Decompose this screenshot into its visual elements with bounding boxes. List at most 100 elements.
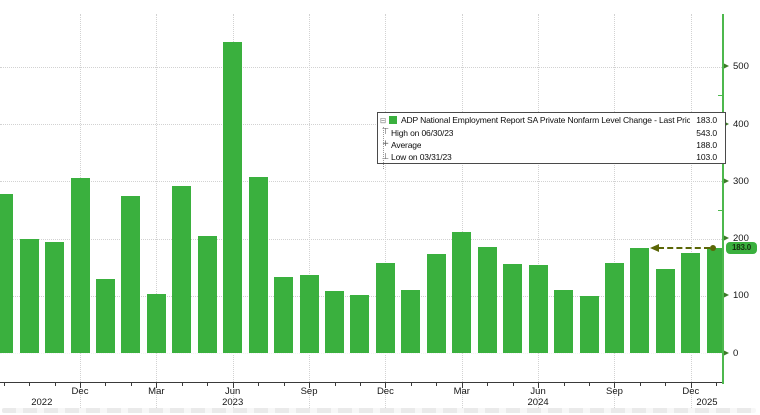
- chart-bar: [630, 247, 650, 353]
- y-axis-label: 0: [733, 347, 739, 359]
- chart-bar: [197, 235, 217, 353]
- legend-high-value: 543.0: [696, 127, 717, 138]
- chart-bar: [19, 239, 39, 353]
- x-axis-tick: [665, 383, 667, 386]
- x-axis-month-label: Mar: [453, 386, 470, 397]
- chart-bar: [452, 232, 472, 353]
- x-axis-line: [0, 382, 724, 383]
- legend-row-average[interactable]: + Average 188.0: [378, 139, 725, 151]
- x-axis-tick: [538, 383, 540, 388]
- chart-bar: [121, 196, 141, 353]
- chart-bar: [223, 42, 243, 353]
- v-gridline: [614, 14, 616, 410]
- x-axis-tick: [130, 383, 132, 386]
- y-axis-tick-arrow-icon: [723, 292, 729, 299]
- legend-high-label: High on 06/30/23: [391, 127, 454, 138]
- y-axis-label: 200: [733, 233, 749, 245]
- h-gridline: [0, 181, 722, 183]
- x-axis-tick: [258, 383, 260, 386]
- x-axis-month-label: Jun: [225, 386, 241, 397]
- v-gridline: [156, 14, 158, 410]
- x-axis-tick: [716, 383, 718, 386]
- v-gridline: [309, 14, 311, 410]
- chart-bar: [172, 185, 192, 353]
- trend-arrow-annotation[interactable]: [657, 247, 711, 250]
- x-axis-tick: [105, 383, 107, 386]
- x-axis-tick: [487, 383, 489, 386]
- x-axis-month-label: Jun: [530, 386, 546, 397]
- h-gridline: [0, 66, 722, 68]
- x-axis-tick: [614, 383, 616, 388]
- chart-bar: [554, 290, 574, 353]
- zero-gridline-overlay: [0, 353, 722, 354]
- legend-average-value: 188.0: [696, 139, 717, 150]
- chart-bar: [528, 264, 548, 353]
- legend-low-value: 103.0: [696, 152, 717, 163]
- y-axis-tick-arrow-icon: [723, 235, 729, 242]
- x-axis-tick: [385, 383, 387, 388]
- chart-bar: [248, 176, 268, 353]
- x-axis-tick: [156, 383, 158, 388]
- y-axis-label: 500: [733, 61, 749, 73]
- x-axis-month-label: Dec: [376, 386, 394, 397]
- x-axis-month-label: Dec: [71, 386, 89, 397]
- h-gridline: [0, 124, 722, 126]
- x-axis-tick: [512, 383, 514, 386]
- chart-bar: [477, 246, 497, 353]
- chart-bar: [706, 248, 722, 353]
- chart-bar: [45, 241, 65, 353]
- y-axis-label: 400: [733, 118, 749, 130]
- x-axis-tick: [54, 383, 56, 386]
- chart-bar: [95, 279, 115, 353]
- chart-bar: [350, 294, 370, 353]
- x-axis-month-label: Sep: [300, 386, 318, 397]
- chart-legend[interactable]: ⊟ ADP National Employment Report SA Priv…: [377, 112, 726, 169]
- last-price-badge: 183.0: [726, 242, 757, 255]
- trend-arrow-dot-icon[interactable]: [710, 245, 717, 252]
- y-axis-label: 100: [733, 290, 749, 302]
- x-axis-year-label: 2023: [222, 397, 244, 408]
- x-axis-year-label: 2022: [31, 397, 53, 408]
- high-marker-icon: ⊤: [381, 127, 390, 138]
- y-axis-line: [722, 14, 724, 384]
- x-axis-tick: [232, 383, 234, 388]
- legend-row-high[interactable]: ⊤ High on 06/30/23 543.0: [378, 126, 725, 138]
- chart-bar: [325, 291, 344, 353]
- y-axis-tick-arrow-icon: [723, 120, 729, 127]
- y-axis-tick-arrow-icon: [723, 349, 729, 356]
- x-axis-tick: [410, 383, 412, 386]
- x-axis-tick: [3, 383, 5, 386]
- chart-bar: [503, 263, 523, 353]
- legend-series-value: 183.0: [696, 115, 717, 126]
- x-axis-month-label: Sep: [605, 386, 623, 397]
- legend-collapse-icon[interactable]: ⊟: [380, 115, 387, 125]
- x-axis-tick: [563, 383, 565, 386]
- trend-arrow-head-icon[interactable]: [649, 243, 659, 252]
- x-axis-tick: [181, 383, 183, 386]
- x-axis-tick: [436, 383, 438, 386]
- legend-low-label: Low on 03/31/23: [391, 152, 452, 163]
- legend-row-low[interactable]: ⊥ Low on 03/31/23 103.0: [378, 151, 725, 163]
- chart-bar: [604, 262, 624, 353]
- chart-bar: [274, 276, 294, 353]
- chart-bar: [655, 268, 675, 353]
- y-axis-minor-tick: [718, 209, 722, 211]
- average-marker-icon: +: [381, 139, 390, 150]
- chart-bar: [146, 294, 166, 353]
- legend-row-series[interactable]: ⊟ ADP National Employment Report SA Priv…: [378, 114, 725, 126]
- x-axis-month-label: Dec: [682, 386, 700, 397]
- legend-series-label: ADP National Employment Report SA Privat…: [401, 115, 691, 126]
- y-axis-tick-arrow-icon: [723, 63, 729, 70]
- x-axis-tick: [29, 383, 31, 386]
- x-axis-tick: [80, 383, 81, 388]
- low-marker-icon: ⊥: [381, 151, 390, 162]
- x-axis-tick: [283, 383, 285, 386]
- v-gridline: [538, 14, 540, 410]
- x-axis-month-label: Mar: [148, 386, 165, 397]
- v-gridline: [690, 14, 692, 410]
- chart-bar: [375, 262, 395, 353]
- x-axis-tick: [334, 383, 336, 386]
- legend-tree-line: [383, 127, 384, 169]
- legend-average-label: Average: [391, 139, 422, 150]
